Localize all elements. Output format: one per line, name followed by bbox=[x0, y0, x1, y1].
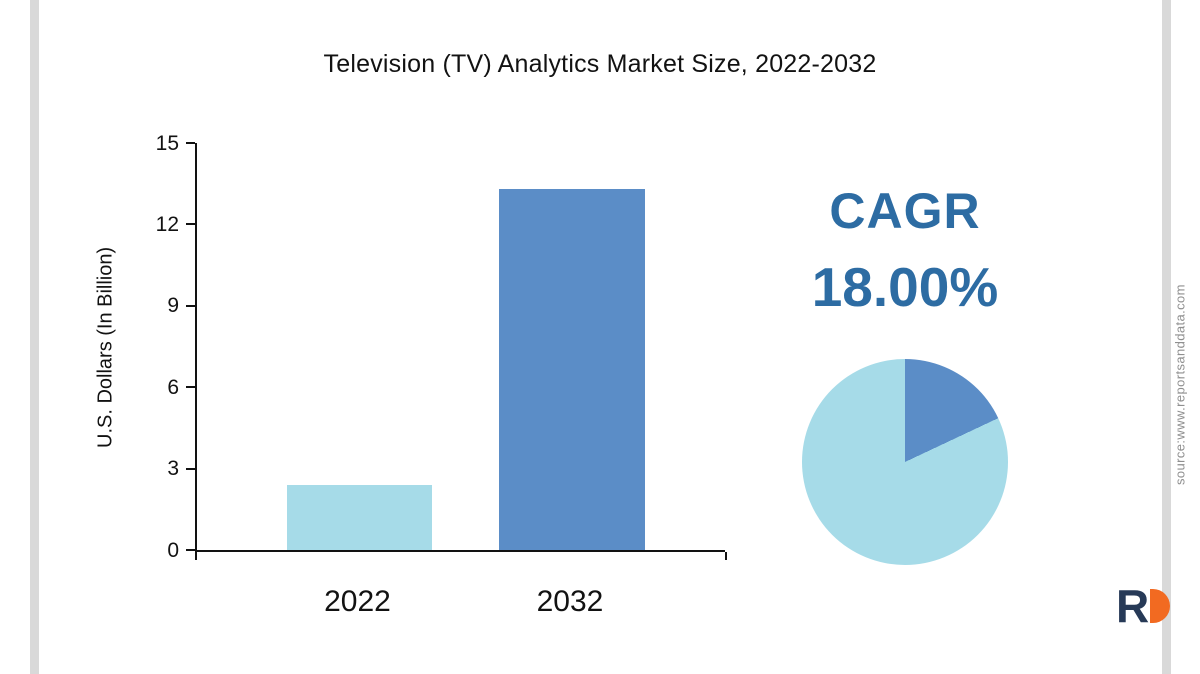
y-tick-mark bbox=[186, 386, 195, 389]
x-axis-labels: 2022 2032 bbox=[195, 585, 725, 627]
y-axis-title: U.S. Dollars (In Billion) bbox=[94, 246, 117, 449]
cagr-label: CAGR bbox=[829, 183, 981, 239]
logo-d-icon bbox=[1150, 589, 1171, 623]
y-tick-label: 9 bbox=[167, 294, 179, 318]
x-tick-label-2032: 2032 bbox=[536, 585, 604, 618]
y-tick-label: 12 bbox=[155, 212, 179, 236]
cagr-block: CAGR 18.00% bbox=[768, 183, 1042, 317]
y-tick-mark bbox=[186, 304, 195, 307]
y-tick-mark bbox=[186, 142, 195, 144]
right-border-strip bbox=[1162, 0, 1171, 674]
pie-chart bbox=[802, 359, 1008, 565]
logo-letter-r: R bbox=[1116, 580, 1150, 632]
y-tick-label: 3 bbox=[167, 457, 179, 481]
x-tick-label-2022: 2022 bbox=[324, 585, 391, 618]
bar-2022 bbox=[287, 484, 432, 550]
bar-plot-area: 0 3 6 9 12 15 bbox=[156, 133, 727, 561]
y-tick-mark bbox=[186, 467, 195, 470]
y-tick-label: 0 bbox=[167, 538, 179, 562]
y-tick-mark bbox=[186, 549, 195, 551]
brand-logo: R bbox=[1116, 580, 1171, 632]
cagr-value: 18.00% bbox=[811, 255, 999, 318]
y-tick-label: 15 bbox=[155, 131, 179, 155]
y-tick-mark bbox=[186, 223, 195, 226]
left-border-strip bbox=[30, 0, 39, 674]
x-axis-tick-left bbox=[195, 552, 197, 560]
x-axis-tick-right bbox=[725, 552, 727, 560]
y-tick-label: 6 bbox=[167, 375, 179, 399]
bar-2032 bbox=[499, 189, 645, 550]
source-note: source:www.reportsanddata.com bbox=[1172, 284, 1188, 486]
chart-title: Television (TV) Analytics Market Size, 2… bbox=[323, 50, 877, 78]
